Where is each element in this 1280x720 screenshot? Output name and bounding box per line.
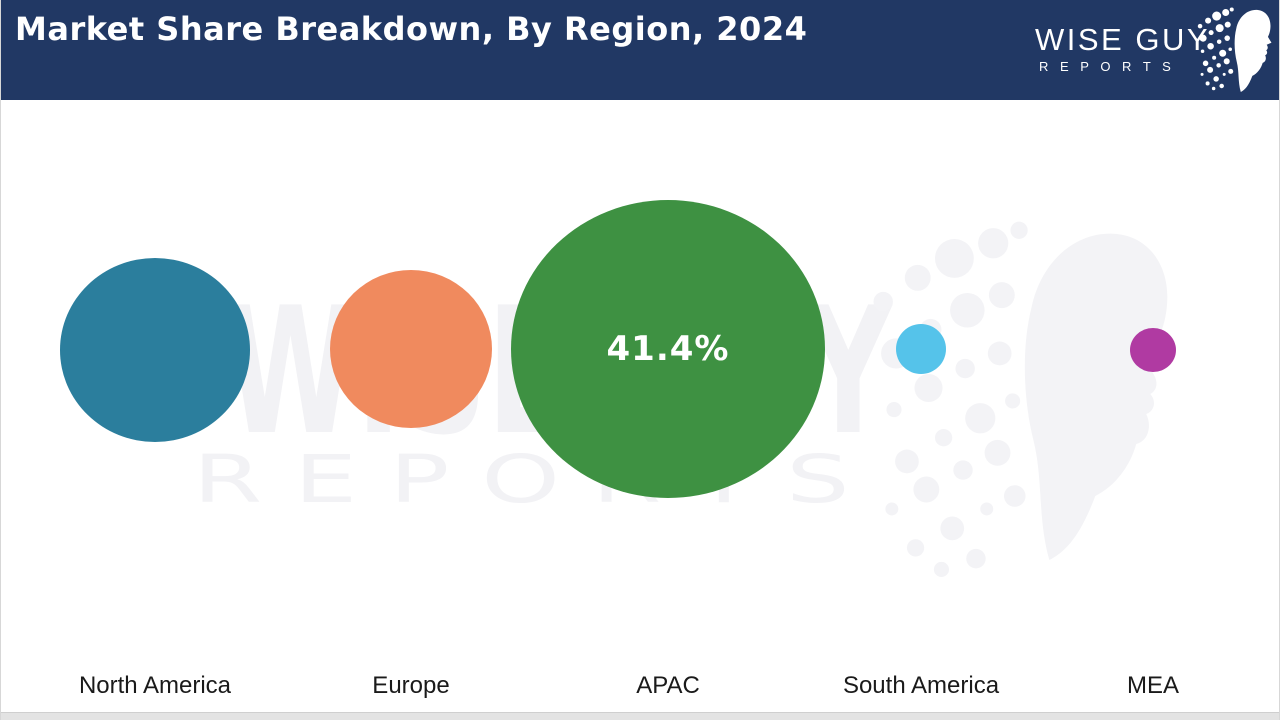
- page-title: Market Share Breakdown, By Region, 2024: [15, 10, 808, 48]
- category-labels-row: North America Europe APAC South America MEA: [1, 672, 1279, 702]
- header: Market Share Breakdown, By Region, 2024 …: [1, 0, 1279, 100]
- logo-wordmark: WISE GUY: [1035, 22, 1211, 57]
- bubble-value-label: 41.4%: [606, 329, 730, 369]
- bubble-north-america: [60, 258, 250, 442]
- category-label-apac: APAC: [636, 672, 700, 699]
- category-label-south-america: South America: [842, 672, 1000, 699]
- bubble-apac: 41.4%: [511, 200, 825, 498]
- chart-area: WISE GUY R E P O R T S 41.4% North Ameri…: [1, 100, 1279, 713]
- bubble-south-america: [896, 324, 946, 374]
- bubbles-layer: 41.4%: [1, 100, 1279, 713]
- category-label-mea: MEA: [1126, 672, 1180, 699]
- bubble-europe: [330, 270, 492, 428]
- category-label-europe: Europe: [372, 672, 450, 699]
- wise-guy-logo: WISE GUY R E P O R T S: [1023, 4, 1272, 96]
- bottom-strip: [1, 712, 1279, 720]
- logo-subtext: R E P O R T S: [1039, 59, 1175, 74]
- logo-head-icon: [1197, 7, 1272, 92]
- category-label-north-america: North America: [78, 672, 232, 699]
- bubble-mea: [1130, 328, 1176, 372]
